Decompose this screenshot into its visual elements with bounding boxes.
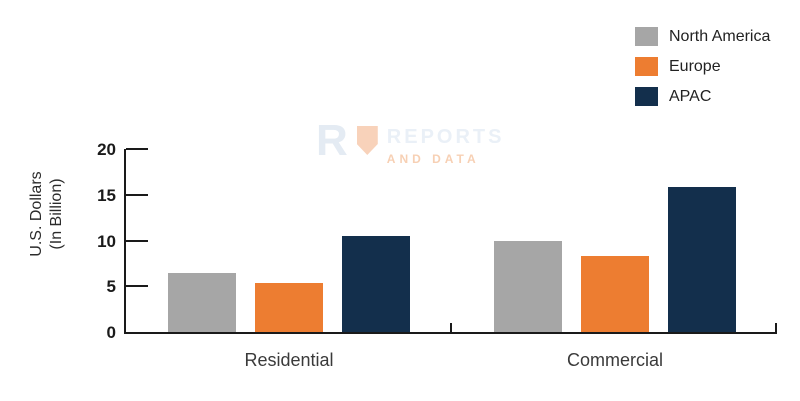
legend-label: North America — [669, 28, 771, 45]
legend-item-europe: Europe — [635, 57, 770, 76]
legend-swatch — [635, 87, 658, 106]
x-category-label-residential: Residential — [244, 350, 334, 370]
legend-swatch — [635, 57, 658, 76]
legend-swatch — [635, 27, 658, 46]
watermark-line1: REPORTS — [386, 126, 505, 148]
x-tick — [775, 323, 777, 332]
y-tick — [126, 193, 148, 196]
bar-europe-commercial — [581, 256, 649, 332]
legend-label: Europe — [669, 58, 721, 75]
x-tick — [450, 323, 452, 332]
legend-label: APAC — [669, 88, 712, 105]
y-axis-title: U.S. Dollars (In Billion) — [27, 153, 69, 275]
y-tick-label: 15 — [97, 185, 116, 205]
x-category-label-commercial: Commercial — [566, 350, 663, 370]
bar-north-america-residential — [168, 272, 236, 332]
y-tick-label: 0 — [106, 323, 116, 342]
y-tick-label: 10 — [97, 231, 116, 251]
bar-apac-residential — [342, 235, 410, 332]
bar-europe-residential — [255, 282, 323, 332]
y-tick — [126, 148, 148, 150]
bar-apac-commercial — [668, 187, 736, 332]
y-axis-title-line2: (In Billion) — [48, 178, 65, 250]
y-tick — [126, 239, 148, 242]
legend-item-north-america: North America — [635, 27, 770, 46]
plot-area: 0 5 10 15 20 Residential Commercial — [97, 140, 777, 370]
legend-item-apac: APAC — [635, 87, 770, 106]
legend: North America Europe APAC — [635, 27, 770, 117]
y-axis-title-line1: U.S. Dollars — [28, 171, 45, 257]
bar-north-america-commercial — [494, 240, 562, 332]
y-tick — [126, 285, 148, 288]
y-tick-label: 5 — [106, 277, 116, 297]
y-tick-label: 20 — [97, 140, 116, 159]
